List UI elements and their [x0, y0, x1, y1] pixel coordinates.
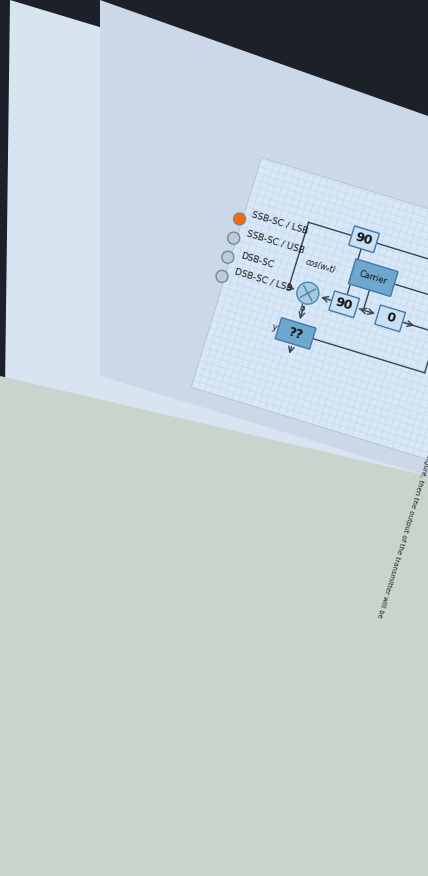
Text: 90: 90 — [354, 230, 374, 248]
Polygon shape — [100, 0, 428, 476]
Polygon shape — [348, 258, 398, 296]
Text: DSB-SC / LSB: DSB-SC / LSB — [234, 267, 293, 293]
Circle shape — [228, 232, 240, 244]
Text: 0: 0 — [384, 311, 396, 326]
Text: cos(wₑt): cos(wₑt) — [304, 258, 337, 275]
Polygon shape — [0, 376, 428, 876]
Text: ??: ?? — [287, 325, 305, 342]
Circle shape — [234, 213, 246, 225]
Polygon shape — [0, 0, 428, 846]
Text: b: b — [297, 303, 305, 313]
Polygon shape — [275, 318, 316, 350]
Text: SSB-SC / LSB: SSB-SC / LSB — [251, 209, 309, 236]
Polygon shape — [329, 291, 360, 318]
Text: DSB-SC: DSB-SC — [239, 251, 274, 270]
Text: y: y — [271, 321, 278, 332]
Text: SSB-SC / USB: SSB-SC / USB — [245, 229, 305, 255]
Text: 90: 90 — [334, 295, 354, 313]
Text: Carrier: Carrier — [358, 269, 389, 286]
Circle shape — [297, 282, 319, 304]
Circle shape — [216, 271, 228, 282]
Polygon shape — [349, 226, 380, 252]
Text: Given the AM transmitter block diagram with the modulating and carrier signals a: Given the AM transmitter block diagram w… — [376, 129, 428, 618]
Polygon shape — [375, 305, 405, 332]
Circle shape — [222, 251, 234, 264]
Polygon shape — [191, 158, 428, 459]
